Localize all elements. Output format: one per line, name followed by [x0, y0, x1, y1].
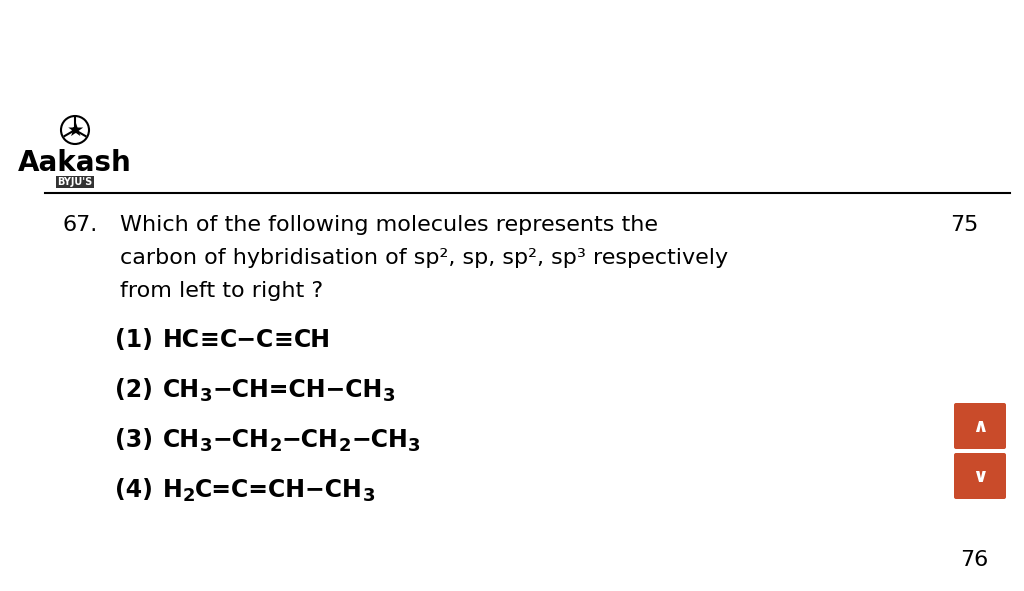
Text: (2): (2): [115, 378, 153, 402]
Text: 3: 3: [408, 437, 420, 455]
Text: 3: 3: [200, 387, 213, 405]
Text: H: H: [163, 478, 182, 502]
Text: ≡: ≡: [274, 328, 294, 352]
FancyBboxPatch shape: [954, 403, 1006, 449]
Text: 2: 2: [182, 487, 196, 505]
Text: −CH: −CH: [213, 428, 269, 452]
Text: ≡: ≡: [200, 328, 220, 352]
Text: CH: CH: [163, 428, 200, 452]
Text: −CH: −CH: [351, 428, 408, 452]
Text: ∧: ∧: [972, 417, 988, 436]
Text: 76: 76: [961, 550, 988, 570]
Text: carbon of hybridisation of sp², sp, sp², sp³ respectively: carbon of hybridisation of sp², sp, sp²,…: [120, 248, 728, 268]
Text: BYJU'S: BYJU'S: [57, 177, 92, 187]
Text: C=C=CH−CH: C=C=CH−CH: [196, 478, 362, 502]
Text: 2: 2: [339, 437, 351, 455]
Text: 2: 2: [269, 437, 282, 455]
Text: 67.: 67.: [62, 215, 97, 235]
Text: Which of the following molecules represents the: Which of the following molecules represe…: [120, 215, 658, 235]
Text: 3: 3: [383, 387, 395, 405]
Text: CH: CH: [294, 328, 331, 352]
Text: −CH=CH−CH: −CH=CH−CH: [213, 378, 383, 402]
Text: 3: 3: [362, 487, 376, 505]
Text: ★: ★: [67, 121, 84, 139]
Text: CH: CH: [163, 378, 200, 402]
Text: −CH: −CH: [282, 428, 339, 452]
Text: C−C: C−C: [220, 328, 274, 352]
Text: (4): (4): [115, 478, 153, 502]
FancyBboxPatch shape: [954, 453, 1006, 499]
Text: 3: 3: [200, 437, 213, 455]
Text: from left to right ?: from left to right ?: [120, 281, 324, 301]
Text: ∨: ∨: [972, 466, 988, 485]
Text: (3): (3): [115, 428, 153, 452]
Text: 75: 75: [950, 215, 978, 235]
Circle shape: [73, 128, 78, 132]
Text: (1): (1): [115, 328, 153, 352]
Text: HC: HC: [163, 328, 200, 352]
Text: Aakash: Aakash: [18, 149, 132, 177]
